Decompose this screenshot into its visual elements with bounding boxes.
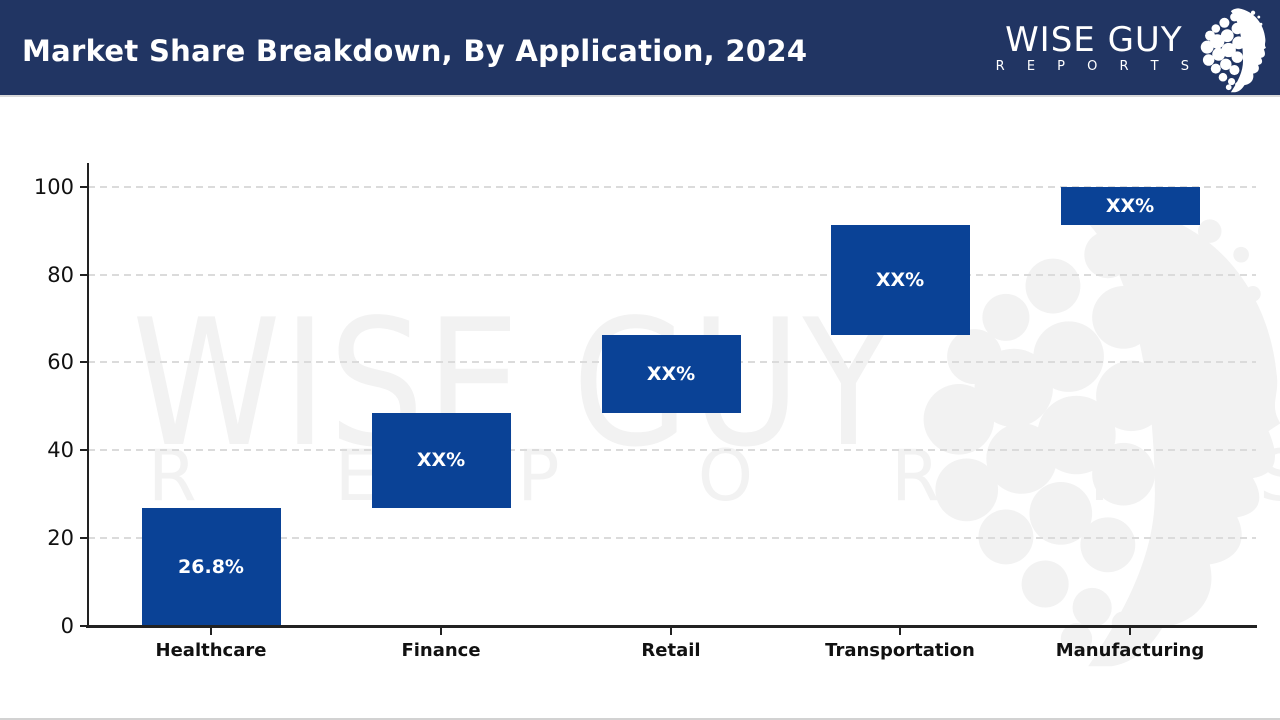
gridline-y40	[88, 449, 1256, 452]
y-axis-tick-label: 40	[47, 438, 74, 463]
y-axis-tick	[80, 185, 88, 188]
y-axis-tick-label: 20	[47, 525, 74, 550]
x-axis-tick	[670, 626, 672, 635]
x-axis-tick	[210, 626, 212, 635]
x-axis-tick	[440, 626, 442, 635]
bar-value-label: 26.8%	[178, 555, 244, 578]
y-axis-tick-label: 100	[33, 174, 74, 199]
header-bar: Market Share Breakdown, By Application, …	[0, 0, 1280, 97]
y-axis-tick-label: 80	[47, 262, 74, 287]
x-axis-category-label: Healthcare	[155, 640, 267, 661]
bar-healthcare	[141, 507, 281, 626]
gridline-y20	[88, 536, 1256, 539]
x-axis-category-label: Transportation	[825, 640, 975, 661]
gridline-y80	[88, 273, 1256, 276]
dotted-head-profile-icon	[1196, 7, 1270, 93]
y-axis-tick-label: 0	[60, 613, 74, 638]
x-axis-category-label: Retail	[641, 640, 701, 661]
x-axis-line	[86, 624, 1257, 628]
bar-value-label: XX%	[646, 362, 696, 385]
y-axis-tick	[80, 361, 88, 364]
bottom-divider	[0, 718, 1280, 720]
plot-region: 0 20 40 60 80 100 26.8% Healthcare XX% Finance XX%…	[0, 97, 1280, 720]
bar-value-label: XX%	[1105, 195, 1155, 218]
x-axis-category-label: Manufacturing	[1055, 640, 1205, 661]
page-title: Market Share Breakdown, By Application, …	[22, 34, 808, 68]
logo-text: WISE GUY R E P O R T S	[990, 22, 1198, 74]
bar-retail	[601, 334, 741, 413]
bar-manufacturing	[1060, 186, 1200, 226]
chart-canvas: WISE GUY R E P O R T S 0 20 40 60 80 100 26.8%…	[0, 97, 1280, 720]
bar-transportation	[830, 225, 970, 335]
logo-subtitle: R E P O R T S	[995, 59, 1198, 74]
y-axis-tick-label: 60	[47, 350, 74, 375]
bar-value-label: XX%	[875, 269, 925, 292]
x-axis-tick	[899, 626, 901, 635]
y-axis-tick	[80, 536, 88, 539]
bar-finance	[371, 412, 511, 508]
y-axis-tick	[80, 624, 88, 627]
wise-guy-reports-logo: WISE GUY R E P O R T S	[996, 4, 1266, 94]
x-axis-tick	[1129, 626, 1131, 635]
y-axis-tick	[80, 273, 88, 276]
y-axis-tick	[80, 449, 88, 452]
gridline-y100	[88, 185, 1256, 188]
x-axis-category-label: Finance	[401, 640, 481, 661]
bar-value-label: XX%	[416, 449, 466, 472]
logo-wordmark: WISE GUY	[1005, 20, 1183, 60]
y-axis-line	[87, 163, 89, 627]
